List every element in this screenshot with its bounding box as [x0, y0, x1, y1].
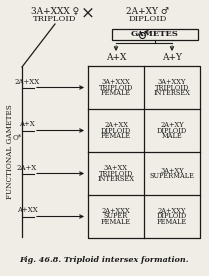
Text: ×: × — [81, 4, 95, 22]
Text: 2A+XXY: 2A+XXY — [158, 207, 186, 215]
Text: INTERSEX: INTERSEX — [153, 89, 190, 97]
Text: DIPLOID: DIPLOID — [101, 126, 131, 134]
Text: 2A+XY: 2A+XY — [160, 121, 184, 129]
Text: A+XX: A+XX — [17, 206, 37, 214]
Text: FEMALE: FEMALE — [101, 89, 131, 97]
Text: MALE: MALE — [162, 132, 182, 140]
Text: TRIPLOID: TRIPLOID — [33, 15, 77, 23]
Text: DIPLOID: DIPLOID — [157, 213, 187, 221]
Text: TRIPLOID: TRIPLOID — [99, 169, 133, 177]
Text: 2A+XX: 2A+XX — [14, 78, 40, 86]
Text: FUNCTIONAL GAMETES: FUNCTIONAL GAMETES — [6, 105, 14, 199]
Text: INTERSEX: INTERSEX — [98, 175, 135, 183]
Text: A+X: A+X — [19, 121, 35, 129]
Text: SUPERMALE: SUPERMALE — [149, 172, 195, 181]
Text: 2A+X: 2A+X — [17, 163, 37, 171]
Text: DIPLOID: DIPLOID — [129, 15, 167, 23]
Text: Fig. 46.8. Triploid intersex formation.: Fig. 46.8. Triploid intersex formation. — [19, 256, 189, 264]
Text: 2A+XX: 2A+XX — [104, 121, 128, 129]
Text: DIPLOID: DIPLOID — [157, 126, 187, 134]
Text: 3A+XY: 3A+XY — [160, 167, 184, 175]
Text: GAMETES: GAMETES — [131, 31, 179, 38]
Text: 3A+XXY: 3A+XXY — [158, 78, 186, 86]
Text: 3A+XXX ♀: 3A+XXX ♀ — [31, 7, 79, 15]
Text: FEMALE: FEMALE — [101, 218, 131, 226]
Text: TRIPLOID: TRIPLOID — [155, 84, 189, 92]
Text: A+Y: A+Y — [162, 54, 182, 62]
Text: A+X: A+X — [106, 54, 126, 62]
Text: ♂: ♂ — [138, 29, 150, 42]
Text: FEMALE: FEMALE — [101, 132, 131, 140]
Text: FEMALE: FEMALE — [157, 218, 187, 226]
Text: 3A+XX: 3A+XX — [104, 164, 128, 172]
Bar — [112, 29, 198, 40]
Text: 3A+XXX: 3A+XXX — [102, 78, 130, 86]
Text: TRIPLOID: TRIPLOID — [99, 84, 133, 92]
Text: SUPER: SUPER — [104, 213, 128, 221]
Text: 2A+XY ♂: 2A+XY ♂ — [126, 7, 169, 15]
Text: O*: O* — [13, 134, 22, 142]
Text: 2A+XXX: 2A+XXX — [102, 207, 130, 215]
